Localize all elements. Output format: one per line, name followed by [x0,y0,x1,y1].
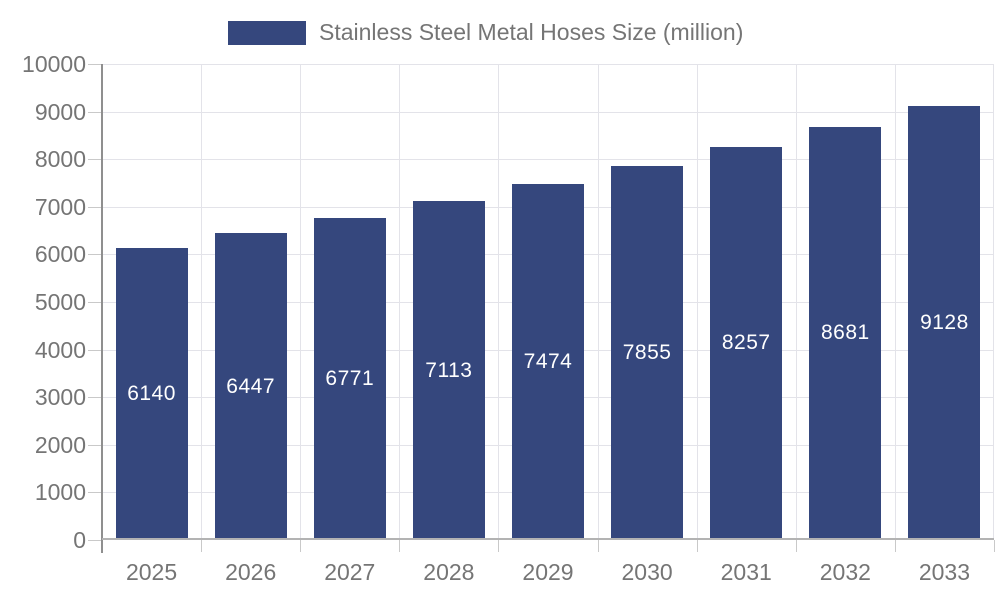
y-axis-tick-label: 9000 [34,98,86,125]
x-axis-line [102,538,994,540]
y-axis-tick-label: 7000 [34,193,86,220]
y-axis-tick-label: 5000 [34,289,86,315]
x-axis-tick-label: 2029 [522,559,574,585]
x-axis-tick-mark [894,540,896,552]
x-axis-tick-label: 2033 [918,559,971,585]
bar-value-label: 6447 [226,374,276,398]
x-axis-tick-label: 2027 [324,559,376,585]
y-axis-line [101,64,103,553]
x-axis-tick-mark [300,540,302,552]
y-axis-tick-mark [88,159,102,161]
bar-value-label: 8257 [721,331,771,355]
gridline-vertical [399,64,401,540]
gridline-vertical [795,64,797,540]
y-axis-tick-mark [88,302,102,303]
x-axis-tick-label: 2032 [819,559,871,585]
x-axis-tick-mark [201,540,203,552]
y-axis-tick-mark [88,444,102,446]
y-axis-tick-label: 2000 [34,431,86,458]
bar-2031[interactable]: 8257 [710,146,783,540]
gridline-horizontal [102,111,994,113]
bar-2030[interactable]: 7855 [611,166,684,540]
x-axis-tick-label: 2026 [225,559,277,585]
y-axis-tick-label: 8000 [34,146,86,173]
bar-value-label: 6140 [127,381,176,405]
bar-value-label: 8681 [820,321,870,345]
x-axis-tick-label: 2025 [125,559,178,585]
gridline-horizontal [102,159,994,161]
bar-value-label: 7855 [622,341,672,365]
gridline-horizontal [102,64,994,65]
y-axis-tick-mark [88,254,102,256]
y-axis-tick-mark [88,111,102,113]
bar-2027[interactable]: 6771 [313,217,386,540]
x-axis-tick-label: 2031 [720,559,772,585]
gridline-vertical [498,64,500,540]
y-axis-tick-mark [88,492,102,494]
gridline-vertical [993,64,994,540]
bar-2033[interactable]: 9128 [908,105,981,540]
y-axis-tick-label: 0 [73,527,86,553]
bar-value-label: 7113 [425,358,473,382]
x-axis-tick-mark [498,540,500,552]
gridline-vertical [597,64,599,540]
x-axis-tick-mark [696,540,698,552]
y-axis-tick-mark [88,540,102,541]
y-axis-tick-label: 3000 [34,384,86,411]
y-axis-tick-mark [88,206,102,208]
bar-2029[interactable]: 7474 [512,184,584,540]
legend-label: Stainless Steel Metal Hoses Size (millio… [319,19,744,45]
x-axis-tick-mark [399,540,401,552]
x-axis-tick-mark [994,540,995,552]
x-axis-tick-mark [597,540,599,552]
y-axis-tick-mark [88,397,102,399]
bar-value-label: 9128 [920,310,969,334]
gridline-vertical [300,64,302,540]
y-axis-tick-mark [88,64,102,65]
y-axis-tick-label: 6000 [34,241,86,268]
x-axis-tick-label: 2028 [423,559,475,585]
bar-2032[interactable]: 8681 [809,126,882,540]
gridline-vertical [894,64,896,540]
gridline-vertical [201,64,203,540]
bar-value-label: 6771 [325,366,375,390]
bar-2025[interactable]: 6140 [115,247,188,540]
bar-value-label: 7474 [523,350,573,374]
y-axis-tick-mark [88,349,102,351]
y-axis-tick-label: 10000 [22,51,86,77]
bar-2028[interactable]: 7113 [412,201,485,540]
legend-swatch [228,20,306,45]
y-axis-tick-label: 4000 [34,336,86,363]
gridline-vertical [696,64,698,540]
x-axis-tick-label: 2030 [621,559,673,585]
x-axis-tick-mark [795,540,797,552]
bar-2026[interactable]: 6447 [214,233,287,540]
y-axis-tick-label: 1000 [34,479,86,506]
legend-item[interactable]: Stainless Steel Metal Hoses Size (millio… [228,19,743,46]
plot-area: 6140 6447 6771 7113 7474 7855 8257 8681 9128 [102,64,994,540]
